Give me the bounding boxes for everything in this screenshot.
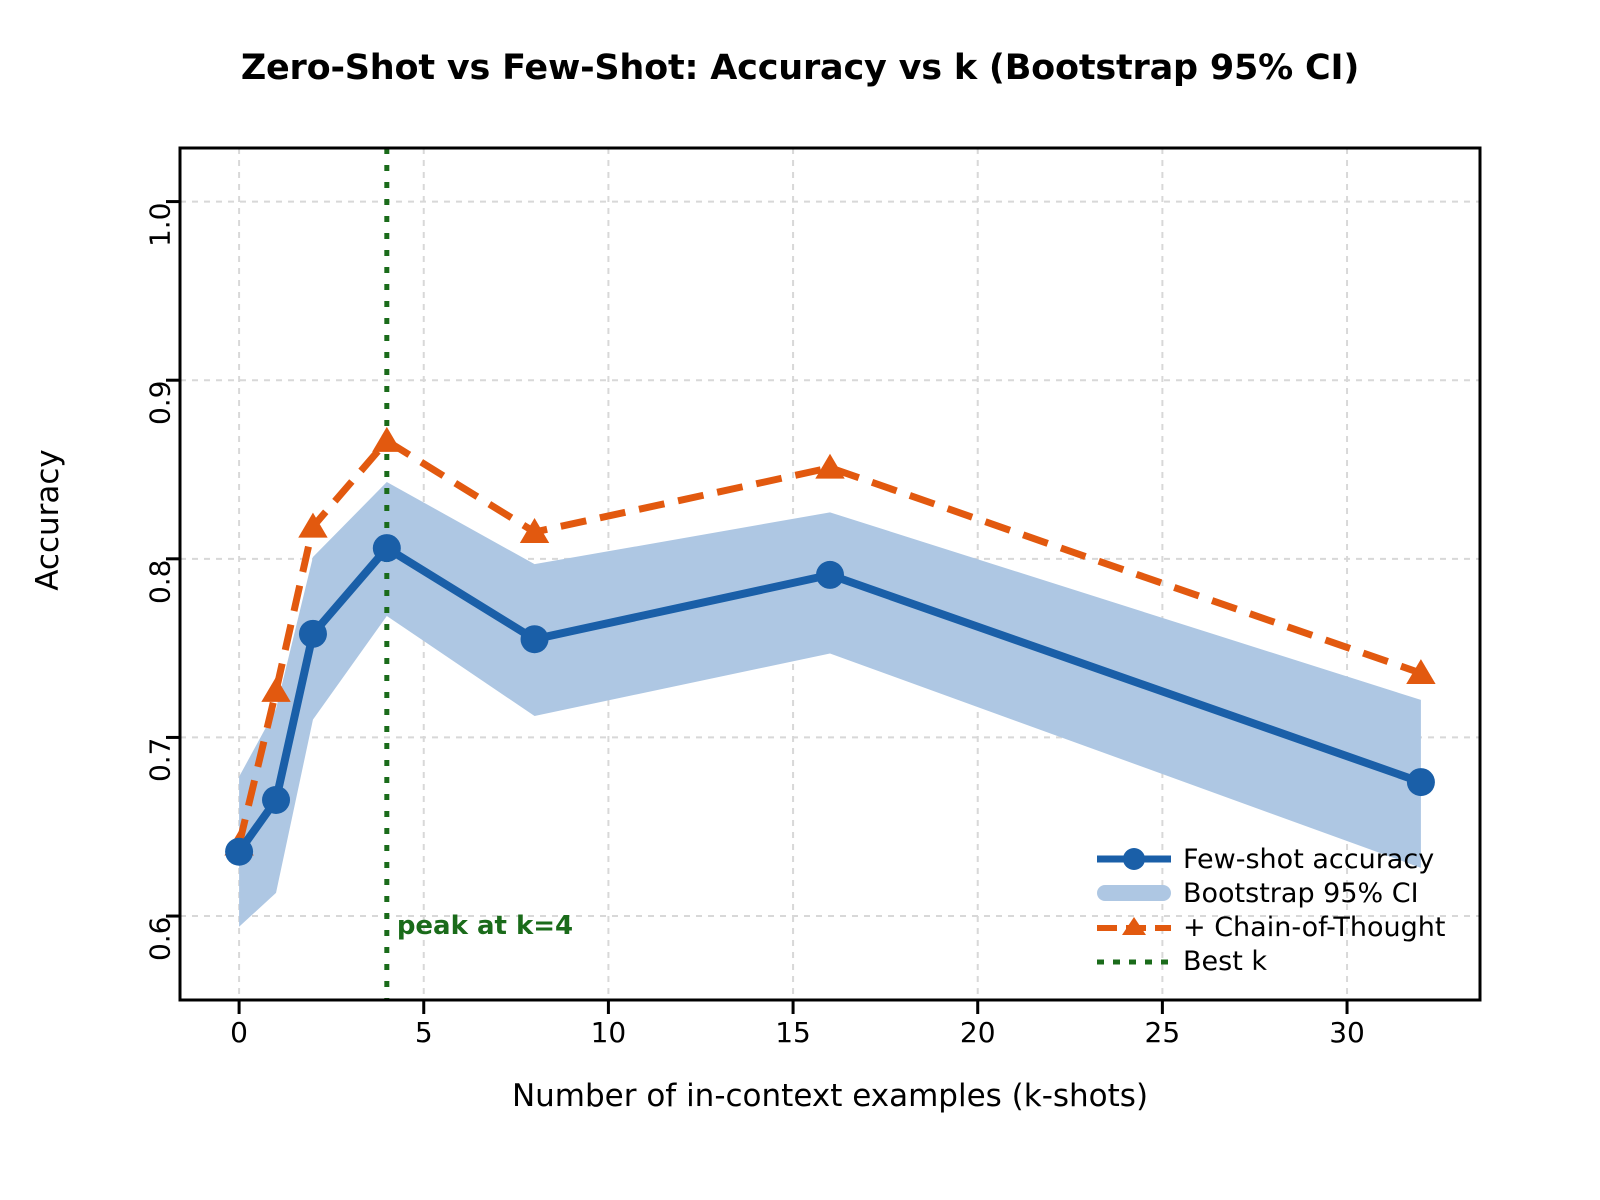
chart-title: Zero-Shot vs Few-Shot: Accuracy vs k (Bo… <box>240 48 1360 88</box>
x-axis-label: Number of in-context examples (k-shots) <box>511 1078 1149 1114</box>
legend-item-chain-of-thought[interactable]: + Chain-of-Thought <box>1095 910 1485 944</box>
bootstrap-ci-band <box>239 482 1421 927</box>
x-tick-label: 10 <box>590 1016 627 1049</box>
legend-label: + Chain-of-Thought <box>1183 911 1446 943</box>
x-tick-label: 5 <box>414 1016 433 1049</box>
y-tick-label: 0.8 <box>143 559 177 604</box>
x-tick-label: 30 <box>1329 1016 1365 1049</box>
x-tick-label: 0 <box>230 1016 248 1049</box>
y-tick-label: 1.0 <box>143 202 177 247</box>
best-k-line-swatch-icon <box>1095 944 1173 978</box>
few-shot-markers <box>225 534 1435 866</box>
legend-item-few-shot-accuracy[interactable]: Few-shot accuracy <box>1095 842 1485 876</box>
x-tick-label: 20 <box>959 1016 996 1049</box>
y-tick-label: 0.6 <box>143 916 177 962</box>
legend-label: Best k <box>1183 945 1268 977</box>
chart-legend: Few-shot accuracy Bootstrap 95% CI + Cha… <box>1095 842 1485 978</box>
axis-ticks <box>166 200 1349 1014</box>
legend-label: Few-shot accuracy <box>1183 843 1435 875</box>
x-tick-label: 25 <box>1144 1016 1181 1049</box>
y-axis-label: Accuracy <box>30 449 66 591</box>
legend-item-bootstrap-ci[interactable]: Bootstrap 95% CI <box>1095 876 1485 910</box>
legend-label: Bootstrap 95% CI <box>1183 877 1419 909</box>
legend-item-best-k[interactable]: Best k <box>1095 944 1485 978</box>
peak-annotation: peak at k=4 <box>396 910 574 941</box>
y-tick-label: 0.7 <box>143 737 177 783</box>
x-tick-label: 15 <box>775 1016 811 1049</box>
ci-band-swatch-icon <box>1095 876 1173 910</box>
y-tick-label: 0.9 <box>143 380 177 426</box>
axes-frame <box>178 146 1482 1002</box>
few-shot-line-swatch-icon <box>1095 842 1173 876</box>
chain-of-thought-line-swatch-icon <box>1095 910 1173 944</box>
